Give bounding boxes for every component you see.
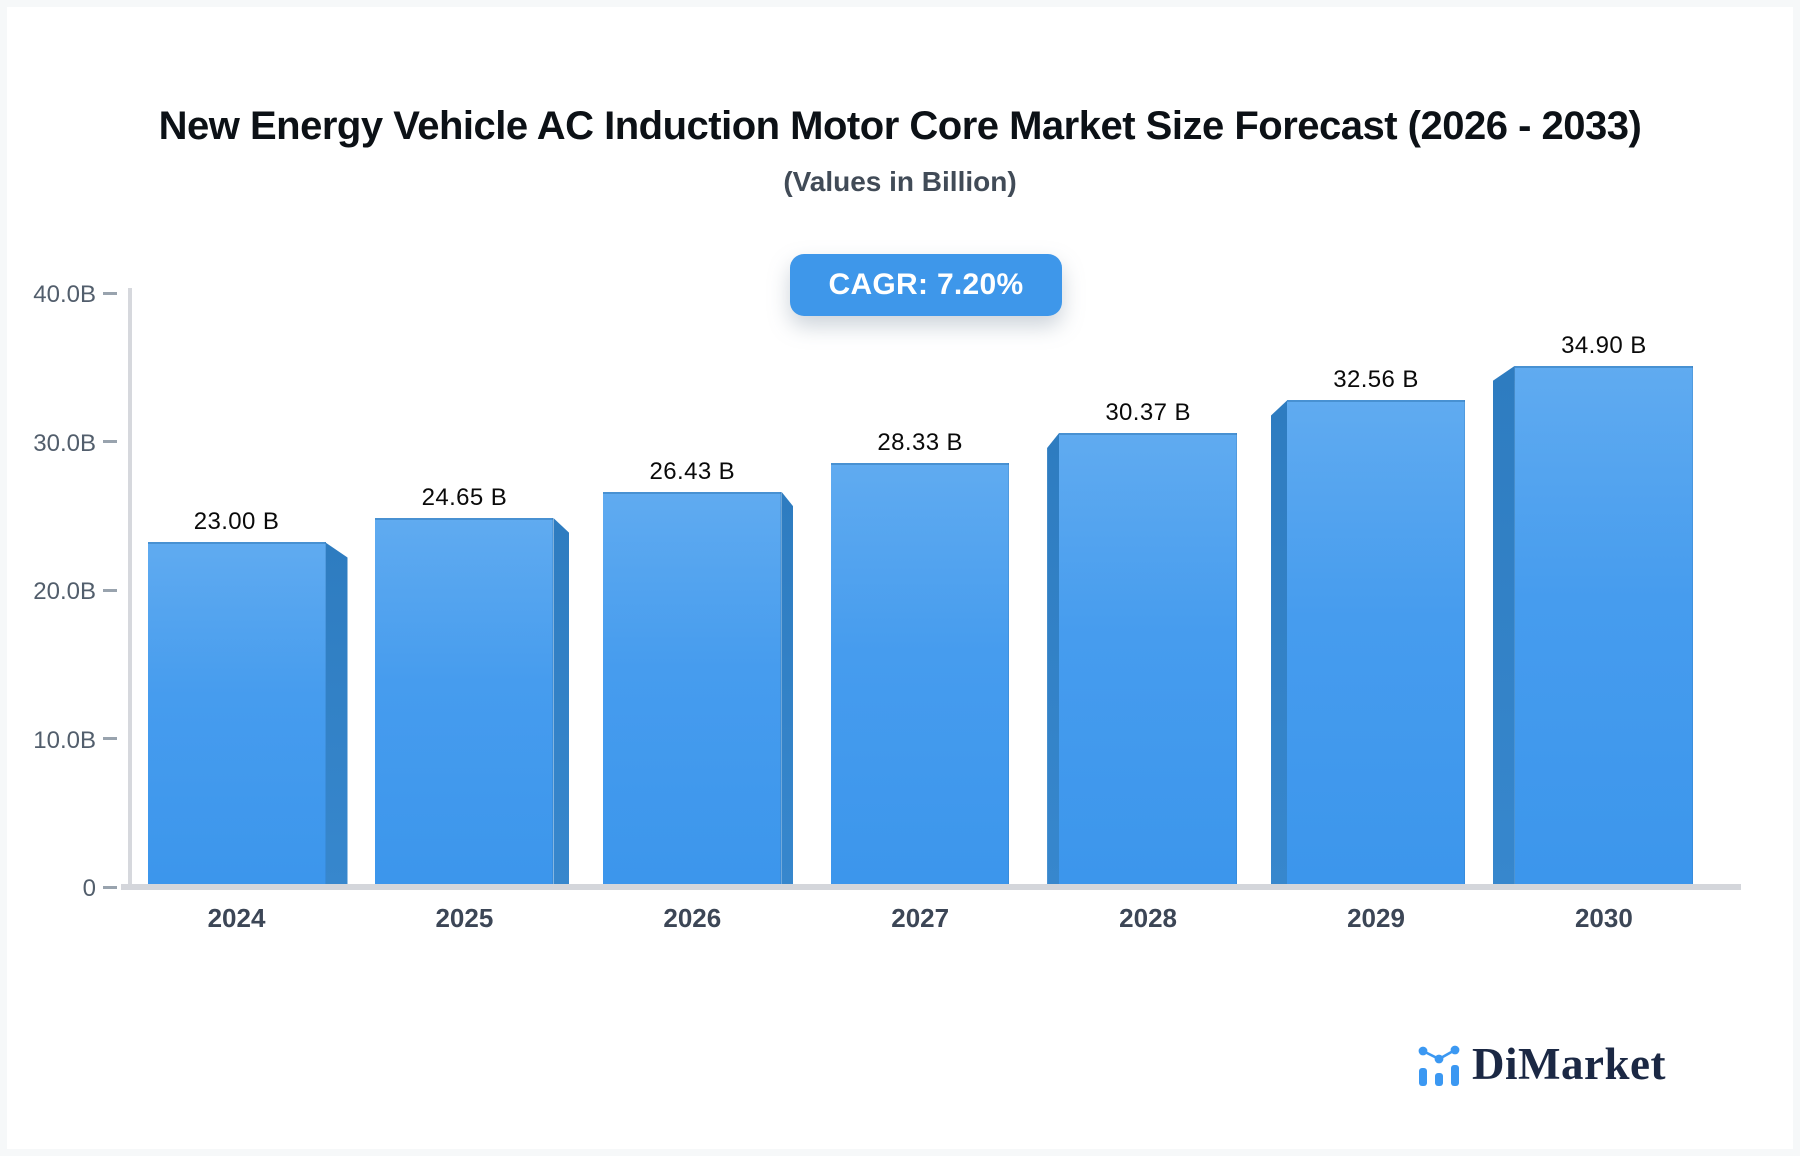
bar-value-label: 32.56 B (1333, 366, 1419, 394)
bar-2027[interactable] (831, 463, 1010, 884)
y-tick-mark (103, 737, 117, 740)
y-tick-label: 30.0B (33, 429, 96, 457)
y-tick-label: 0 (82, 875, 96, 902)
y-tick-mark (103, 440, 117, 443)
x-axis-label-2025: 2025 (435, 903, 494, 933)
bar-2025[interactable] (375, 517, 554, 884)
bar-2024[interactable] (147, 542, 326, 884)
y-tick-mark (103, 291, 117, 295)
y-tick-label: 20.0B (33, 578, 96, 605)
brand-name: DiMarket (1472, 1038, 1666, 1089)
y-tick-label: 10.0B (33, 726, 96, 754)
x-axis-label-2030: 2030 (1574, 903, 1633, 933)
x-axis-label-2029: 2029 (1347, 903, 1405, 933)
x-axis-label-2026: 2026 (663, 903, 722, 933)
bar-value-label: 26.43 B (649, 457, 736, 485)
bar-3d-side-face (1492, 365, 1515, 884)
y-tick-mark (103, 885, 117, 889)
dimarket-bar-line-chart-icon (1418, 1045, 1460, 1086)
x-axis-label-2024: 2024 (207, 903, 266, 933)
x-axis-label-2027: 2027 (891, 903, 950, 933)
bar-value-label: 24.65 B (421, 483, 508, 511)
bar-3d-side-face (553, 517, 570, 884)
bar-value-label: 34.90 B (1561, 331, 1647, 359)
x-axis-label-2028: 2028 (1119, 903, 1178, 933)
bar-3d-side-face (325, 542, 348, 884)
cagr-badge: CAGR: 7.20% (790, 254, 1062, 316)
y-tick-label: 40.0B (33, 281, 96, 308)
bar-2028[interactable] (1059, 433, 1238, 884)
bar-2029[interactable] (1287, 400, 1465, 884)
cagr-badge-label: CAGR: 7.20% (828, 268, 1024, 301)
bar-3d-side-face (1271, 400, 1287, 884)
y-tick-mark (103, 588, 117, 592)
bar-value-label: 28.33 B (877, 429, 963, 457)
bar-value-label: 23.00 B (193, 508, 280, 536)
y-axis-line (128, 288, 132, 886)
brand-watermark: DiMarket (1416, 1040, 1666, 1088)
bar-3d-side-face (781, 491, 794, 884)
bar-2026[interactable] (603, 491, 782, 884)
bar-value-label: 30.37 B (1105, 399, 1191, 426)
bar-2030[interactable] (1514, 365, 1693, 884)
bar-3d-side-face (1047, 433, 1060, 884)
chart-subtitle: (Values in Billion) (783, 166, 1017, 197)
x-axis-line (121, 884, 1741, 890)
chart-title: New Energy Vehicle AC Induction Motor Co… (158, 104, 1642, 148)
